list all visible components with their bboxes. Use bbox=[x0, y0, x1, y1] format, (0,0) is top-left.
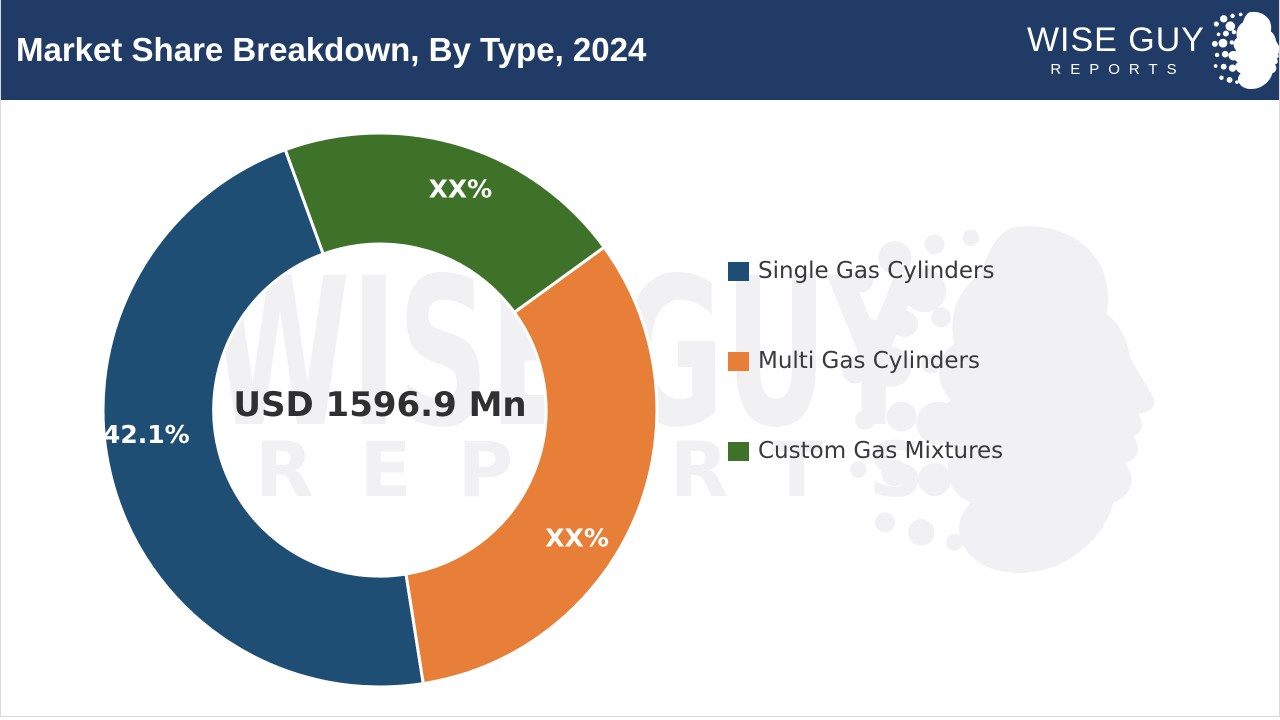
legend-swatch-blue bbox=[728, 261, 749, 281]
logo-wordmark: WISE GUY bbox=[1026, 20, 1205, 59]
legend-item-custom-gas-mixtures[interactable]: Custom Gas Mixtures bbox=[728, 436, 1003, 466]
legend-label: Multi Gas Cylinders bbox=[758, 348, 980, 374]
page-title: Market Share Breakdown, By Type, 2024 bbox=[16, 31, 647, 68]
donut-chart: 42.1% XX% XX% bbox=[101, 131, 659, 689]
donut-center-value: USD 1596.9 Mn bbox=[233, 385, 527, 425]
legend-swatch-orange bbox=[728, 351, 749, 371]
legend-item-multi-gas-cylinders[interactable]: Multi Gas Cylinders bbox=[728, 346, 1003, 376]
slice-percent-label: XX% bbox=[429, 175, 493, 204]
legend-label: Custom Gas Mixtures bbox=[758, 438, 1004, 464]
legend: Single Gas Cylinders Multi Gas Cylinders… bbox=[728, 256, 1003, 466]
legend-swatch-green bbox=[728, 441, 749, 461]
donut-segment-custom-gas-mixtures[interactable] bbox=[283, 131, 606, 314]
brand-logo-text: WISE GUY REPORTS bbox=[1027, 23, 1205, 78]
legend-item-single-gas-cylinders[interactable]: Single Gas Cylinders bbox=[728, 256, 1003, 286]
chart-area: WISE GUY REPORTS 42.1%XX%XX% USD 1596.9 … bbox=[0, 100, 1280, 720]
legend-label: Single Gas Cylinders bbox=[758, 258, 995, 284]
donut-segment-single-gas-cylinders[interactable] bbox=[101, 148, 425, 689]
header: Market Share Breakdown, By Type, 2024 WI… bbox=[0, 0, 1280, 100]
donut-segment-multi-gas-cylinders[interactable] bbox=[404, 245, 659, 686]
slice-percent-label: XX% bbox=[545, 524, 609, 553]
slice-percent-label: 42.1% bbox=[103, 420, 190, 449]
logo-subtitle: REPORTS bbox=[1050, 60, 1186, 78]
brand-logo: WISE GUY REPORTS bbox=[1027, 0, 1280, 100]
logo-face-icon bbox=[1211, 10, 1280, 91]
